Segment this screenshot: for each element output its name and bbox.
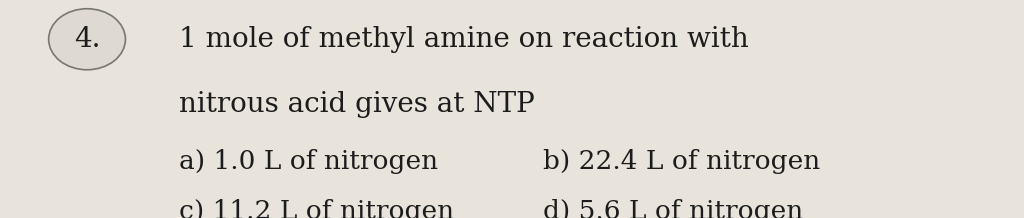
Text: c) 11.2 L of nitrogen: c) 11.2 L of nitrogen [179,199,455,218]
Text: 1 mole of methyl amine on reaction with: 1 mole of methyl amine on reaction with [179,26,749,53]
Text: d) 5.6 L of nitrogen: d) 5.6 L of nitrogen [543,199,803,218]
Text: 4.: 4. [74,26,100,53]
Text: b) 22.4 L of nitrogen: b) 22.4 L of nitrogen [543,149,820,174]
Text: a) 1.0 L of nitrogen: a) 1.0 L of nitrogen [179,149,438,174]
Text: nitrous acid gives at NTP: nitrous acid gives at NTP [179,91,535,118]
Ellipse shape [49,9,125,70]
